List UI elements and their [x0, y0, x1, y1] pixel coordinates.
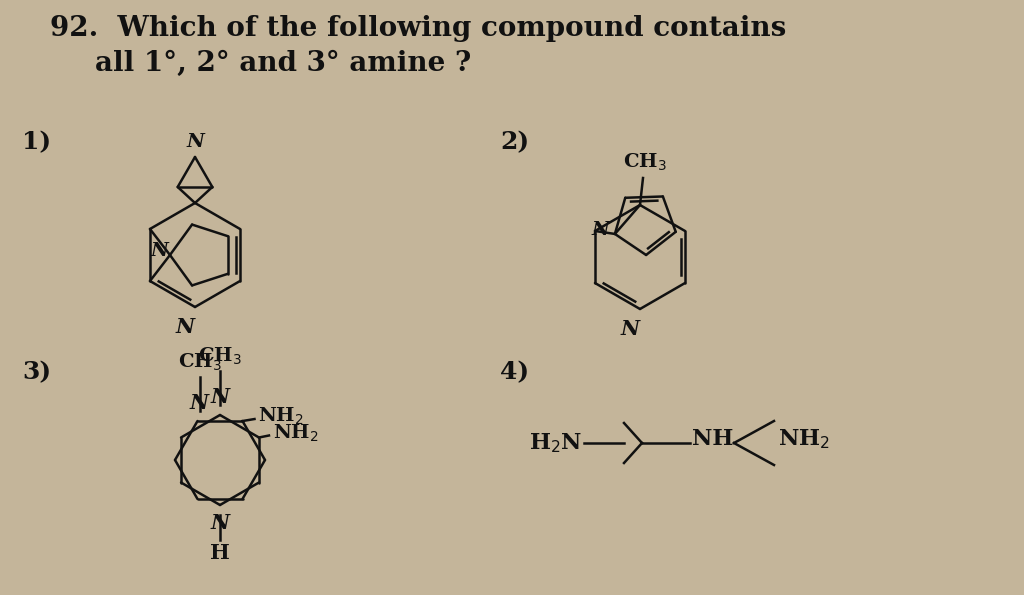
Text: NH$_2$: NH$_2$	[257, 405, 303, 427]
Text: N: N	[211, 513, 229, 533]
Text: N: N	[621, 319, 640, 339]
Text: all 1°, 2° and 3° amine ?: all 1°, 2° and 3° amine ?	[95, 50, 471, 77]
Text: CH$_3$: CH$_3$	[177, 352, 221, 373]
Text: CH$_3$: CH$_3$	[199, 346, 242, 367]
Text: NH$_2$: NH$_2$	[273, 423, 318, 444]
Text: H$_2$N: H$_2$N	[528, 431, 582, 455]
Text: H: H	[210, 543, 230, 563]
Text: N: N	[591, 221, 609, 239]
Text: NH: NH	[692, 428, 733, 450]
Text: N: N	[175, 317, 195, 337]
Text: N: N	[151, 242, 168, 260]
Text: 3): 3)	[22, 360, 51, 384]
Text: 2): 2)	[500, 130, 529, 154]
Text: NH$_2$: NH$_2$	[778, 427, 829, 451]
Text: N: N	[211, 387, 229, 407]
Text: N: N	[189, 393, 209, 413]
Text: 1): 1)	[22, 130, 51, 154]
Text: CH$_3$: CH$_3$	[624, 152, 667, 173]
Text: 4): 4)	[500, 360, 529, 384]
Text: 92.  Which of the following compound contains: 92. Which of the following compound cont…	[50, 15, 786, 42]
Text: N: N	[186, 133, 204, 151]
